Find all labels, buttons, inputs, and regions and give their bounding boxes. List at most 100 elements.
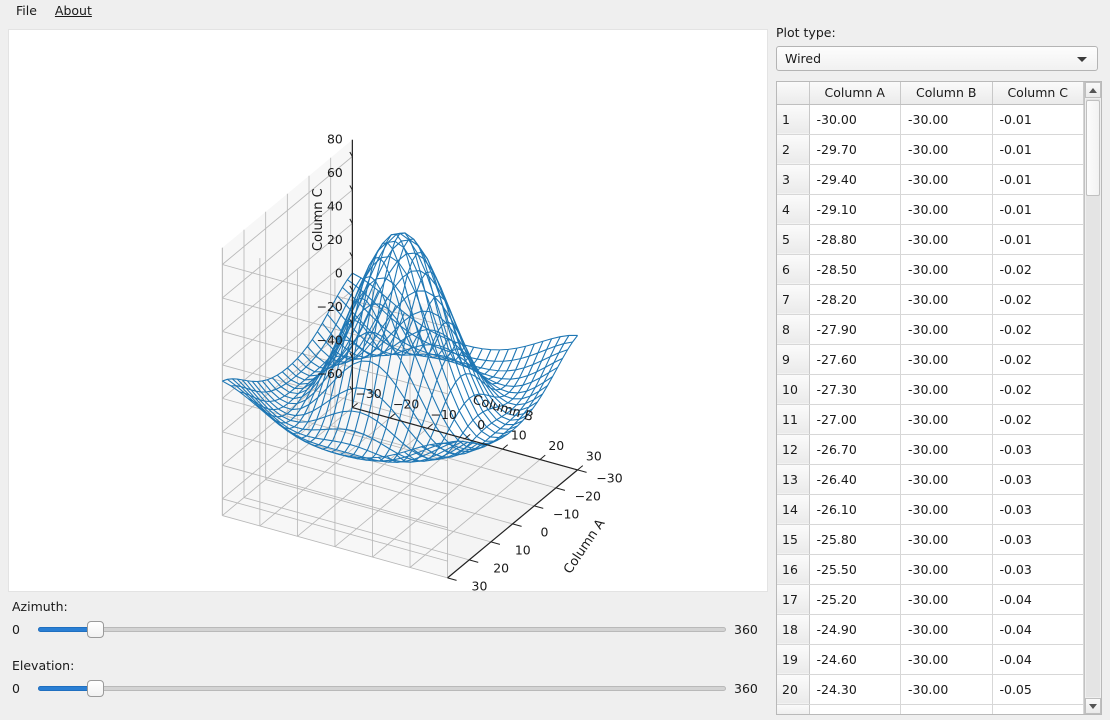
menu-item-about[interactable]: About <box>47 1 100 20</box>
table-row[interactable]: 3 -29.40 -30.00 -0.01 <box>777 164 1084 195</box>
cell-column-a[interactable]: -27.30 <box>809 374 901 405</box>
cell-column-a[interactable]: -25.20 <box>809 584 901 615</box>
scroll-up-button[interactable] <box>1085 82 1101 98</box>
table-row[interactable]: 10 -27.30 -30.00 -0.02 <box>777 374 1084 405</box>
scrollbar-thumb[interactable] <box>1086 100 1100 196</box>
azimuth-slider[interactable] <box>38 620 726 638</box>
menu-item-file[interactable]: File <box>8 1 45 20</box>
cell-column-a[interactable]: -24.60 <box>809 644 901 675</box>
plot-type-dropdown[interactable]: Wired <box>776 46 1098 71</box>
cell-column-c[interactable]: -0.01 <box>992 134 1084 165</box>
cell-column-b[interactable]: -30.00 <box>900 404 993 435</box>
table-row[interactable]: 4 -29.10 -30.00 -0.01 <box>777 194 1084 225</box>
cell-column-b[interactable]: -30.00 <box>900 164 993 195</box>
table-vertical-scrollbar[interactable] <box>1084 82 1101 714</box>
table-row[interactable]: 6 -28.50 -30.00 -0.02 <box>777 254 1084 285</box>
cell-column-c[interactable]: -0.02 <box>992 404 1084 435</box>
cell-column-b[interactable]: -30.00 <box>900 614 993 645</box>
cell-column-c[interactable]: -0.01 <box>992 224 1084 255</box>
cell-column-a[interactable]: -28.20 <box>809 284 901 315</box>
cell-column-a[interactable]: -24.30 <box>809 674 901 705</box>
cell-column-a[interactable]: -25.80 <box>809 524 901 555</box>
cell-column-b[interactable]: -30.00 <box>900 464 993 495</box>
table-cell-empty[interactable] <box>992 704 1084 714</box>
cell-column-c[interactable]: -0.04 <box>992 614 1084 645</box>
cell-column-a[interactable]: -29.70 <box>809 134 901 165</box>
elevation-slider[interactable] <box>38 679 726 697</box>
table-row[interactable]: 11 -27.00 -30.00 -0.02 <box>777 404 1084 435</box>
table-row[interactable]: 20 -24.30 -30.00 -0.05 <box>777 674 1084 705</box>
table-row[interactable]: 2 -29.70 -30.00 -0.01 <box>777 134 1084 165</box>
azimuth-slider-handle[interactable] <box>87 621 105 638</box>
cell-column-b[interactable]: -30.00 <box>900 434 993 465</box>
elevation-slider-handle[interactable] <box>87 680 105 697</box>
scrollbar-trough[interactable] <box>1086 99 1100 697</box>
cell-column-b[interactable]: -30.00 <box>900 644 993 675</box>
column-header-a[interactable]: Column A <box>809 82 901 105</box>
cell-column-b[interactable]: -30.00 <box>900 674 993 705</box>
column-header-b[interactable]: Column B <box>900 82 993 105</box>
table-row-partial[interactable] <box>777 704 1084 714</box>
cell-column-b[interactable]: -30.00 <box>900 284 993 315</box>
table-row[interactable]: 13 -26.40 -30.00 -0.03 <box>777 464 1084 495</box>
data-table-viewport[interactable]: Column A Column B Column C 1 -30.00 -30.00… <box>777 82 1084 714</box>
cell-column-c[interactable]: -0.04 <box>992 584 1084 615</box>
cell-column-c[interactable]: -0.05 <box>992 674 1084 705</box>
table-row[interactable]: 14 -26.10 -30.00 -0.03 <box>777 494 1084 525</box>
column-header-c[interactable]: Column C <box>992 82 1084 105</box>
table-cell-empty[interactable] <box>900 704 993 714</box>
cell-column-b[interactable]: -30.00 <box>900 374 993 405</box>
table-cell-empty[interactable] <box>777 704 810 714</box>
cell-column-b[interactable]: -30.00 <box>900 104 993 135</box>
cell-column-c[interactable]: -0.03 <box>992 434 1084 465</box>
cell-column-c[interactable]: -0.02 <box>992 344 1084 375</box>
table-row[interactable]: 16 -25.50 -30.00 -0.03 <box>777 554 1084 585</box>
cell-column-c[interactable]: -0.02 <box>992 314 1084 345</box>
cell-column-b[interactable]: -30.00 <box>900 524 993 555</box>
cell-column-c[interactable]: -0.02 <box>992 374 1084 405</box>
plot-canvas[interactable]: −30 −20 −10 0 10 20 30 −30 −20 −10 0 10 20 30 −60 −40 −2… <box>8 29 768 592</box>
cell-column-c[interactable]: -0.03 <box>992 554 1084 585</box>
cell-column-b[interactable]: -30.00 <box>900 224 993 255</box>
cell-column-a[interactable]: -29.40 <box>809 164 901 195</box>
table-row[interactable]: 12 -26.70 -30.00 -0.03 <box>777 434 1084 465</box>
table-row[interactable]: 1 -30.00 -30.00 -0.01 <box>777 104 1084 135</box>
cell-column-c[interactable]: -0.01 <box>992 164 1084 195</box>
cell-column-b[interactable]: -30.00 <box>900 254 993 285</box>
cell-column-a[interactable]: -25.50 <box>809 554 901 585</box>
table-row[interactable]: 17 -25.20 -30.00 -0.04 <box>777 584 1084 615</box>
cell-column-c[interactable]: -0.01 <box>992 194 1084 225</box>
cell-column-c[interactable]: -0.03 <box>992 494 1084 525</box>
cell-column-b[interactable]: -30.00 <box>900 344 993 375</box>
cell-column-a[interactable]: -28.80 <box>809 224 901 255</box>
cell-column-c[interactable]: -0.03 <box>992 524 1084 555</box>
cell-column-a[interactable]: -27.00 <box>809 404 901 435</box>
table-row[interactable]: 5 -28.80 -30.00 -0.01 <box>777 224 1084 255</box>
cell-column-b[interactable]: -30.00 <box>900 134 993 165</box>
cell-column-a[interactable]: -28.50 <box>809 254 901 285</box>
cell-column-c[interactable]: -0.01 <box>992 104 1084 135</box>
cell-column-b[interactable]: -30.00 <box>900 194 993 225</box>
scroll-down-button[interactable] <box>1085 698 1101 714</box>
table-row[interactable]: 18 -24.90 -30.00 -0.04 <box>777 614 1084 645</box>
cell-column-a[interactable]: -30.00 <box>809 104 901 135</box>
cell-column-a[interactable]: -26.40 <box>809 464 901 495</box>
cell-column-b[interactable]: -30.00 <box>900 584 993 615</box>
table-row[interactable]: 19 -24.60 -30.00 -0.04 <box>777 644 1084 675</box>
cell-column-b[interactable]: -30.00 <box>900 554 993 585</box>
cell-column-a[interactable]: -26.10 <box>809 494 901 525</box>
table-row[interactable]: 7 -28.20 -30.00 -0.02 <box>777 284 1084 315</box>
cell-column-a[interactable]: -29.10 <box>809 194 901 225</box>
cell-column-c[interactable]: -0.02 <box>992 254 1084 285</box>
table-row[interactable]: 8 -27.90 -30.00 -0.02 <box>777 314 1084 345</box>
cell-column-a[interactable]: -27.90 <box>809 314 901 345</box>
cell-column-c[interactable]: -0.02 <box>992 284 1084 315</box>
table-cell-empty[interactable] <box>809 704 901 714</box>
cell-column-c[interactable]: -0.04 <box>992 644 1084 675</box>
cell-column-a[interactable]: -24.90 <box>809 614 901 645</box>
cell-column-b[interactable]: -30.00 <box>900 314 993 345</box>
cell-column-c[interactable]: -0.03 <box>992 464 1084 495</box>
table-corner-header[interactable] <box>777 82 810 105</box>
cell-column-b[interactable]: -30.00 <box>900 494 993 525</box>
table-row[interactable]: 9 -27.60 -30.00 -0.02 <box>777 344 1084 375</box>
